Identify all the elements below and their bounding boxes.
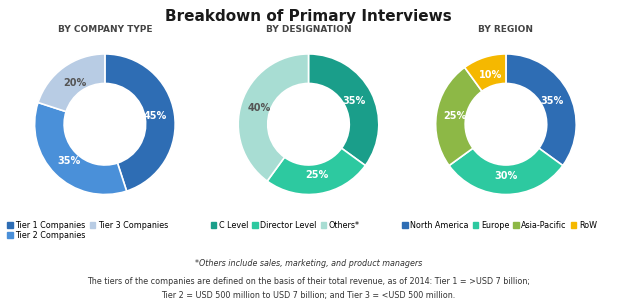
Text: 20%: 20% (63, 78, 86, 88)
Text: 40%: 40% (248, 103, 271, 113)
Wedge shape (267, 148, 365, 195)
Text: 10%: 10% (478, 70, 502, 80)
Wedge shape (506, 54, 576, 165)
Wedge shape (449, 148, 563, 195)
Wedge shape (238, 54, 308, 181)
Legend: North America, Europe, Asia-Pacific, RoW: North America, Europe, Asia-Pacific, RoW (399, 218, 600, 233)
Text: The tiers of the companies are defined on the basis of their total revenue, as o: The tiers of the companies are defined o… (87, 277, 530, 286)
Text: Tier 2 = USD 500 million to USD 7 billion; and Tier 3 = <USD 500 million.: Tier 2 = USD 500 million to USD 7 billio… (162, 291, 455, 300)
Text: *Others include sales, marketing, and product managers: *Others include sales, marketing, and pr… (195, 259, 422, 268)
Text: Breakdown of Primary Interviews: Breakdown of Primary Interviews (165, 9, 452, 24)
Wedge shape (105, 54, 175, 191)
Title: BY REGION: BY REGION (478, 25, 534, 34)
Title: BY DESIGNATION: BY DESIGNATION (266, 25, 351, 34)
Text: 25%: 25% (444, 111, 467, 121)
Text: 35%: 35% (540, 96, 563, 106)
Wedge shape (436, 67, 482, 165)
Text: 25%: 25% (305, 170, 328, 180)
Title: BY COMPANY TYPE: BY COMPANY TYPE (57, 25, 152, 34)
Wedge shape (465, 54, 506, 91)
Text: 35%: 35% (342, 96, 366, 106)
Text: 35%: 35% (57, 155, 80, 165)
Wedge shape (38, 54, 105, 112)
Wedge shape (35, 102, 126, 195)
Legend: C Level, Director Level, Others*: C Level, Director Level, Others* (208, 218, 363, 233)
Text: 30%: 30% (494, 171, 518, 181)
Legend: Tier 1 Companies, Tier 2 Companies, Tier 3 Companies: Tier 1 Companies, Tier 2 Companies, Tier… (4, 218, 172, 243)
Wedge shape (308, 54, 379, 165)
Text: 45%: 45% (144, 111, 167, 121)
